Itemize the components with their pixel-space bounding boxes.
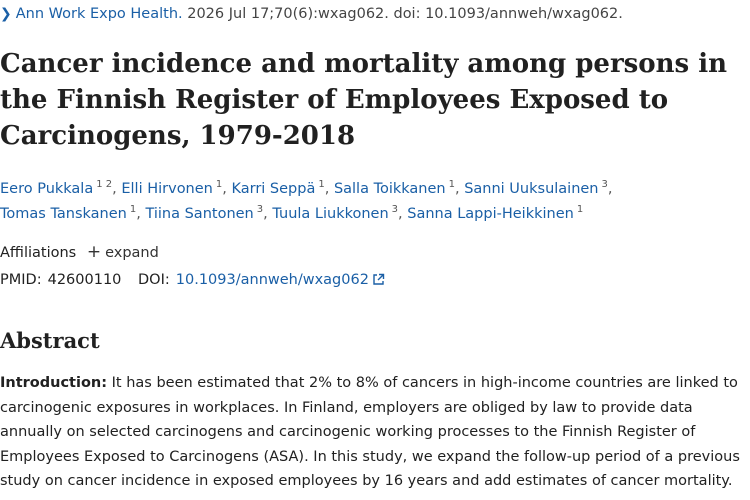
author-link[interactable]: Karri Seppä 1, (231, 179, 330, 198)
affiliation-number[interactable]: 1 2 (96, 179, 113, 190)
author-name: Eero Pukkala (0, 181, 94, 197)
author-name: Tomas Tanskanen (0, 206, 127, 222)
doi-label: DOI: (138, 272, 170, 288)
affiliations-expand-button[interactable]: + expand (86, 242, 159, 262)
author-link[interactable]: Tiina Santonen 3, (145, 204, 268, 223)
pmid-value: 42600110 (47, 272, 122, 288)
affiliation-number[interactable]: 1 (448, 179, 455, 190)
author-name: Sanni Uuksulainen (464, 181, 599, 197)
affiliations-row: Affiliations + expand (0, 241, 159, 264)
citation-details: 2026 Jul 17;70(6):wxag062. doi: 10.1093/… (182, 6, 623, 22)
citation-line: ❯ Ann Work Expo Health. 2026 Jul 17;70(6)… (0, 4, 623, 24)
abstract-heading: Abstract (0, 328, 100, 353)
affiliation-number[interactable]: 3 (256, 204, 264, 215)
affiliation-number[interactable]: 3 (391, 204, 399, 215)
author-name: Salla Toikkanen (333, 181, 446, 197)
author-link[interactable]: Eero Pukkala 1 2, (0, 179, 117, 198)
author-link[interactable]: Elli Hirvonen 1, (121, 179, 227, 198)
doi-value: 10.1093/annweh/wxag062 (175, 272, 369, 288)
author-name: Sanna Lappi-Heikkinen (407, 206, 574, 222)
author-list: Eero Pukkala 1 2, Elli Hirvonen 1, Karri S… (0, 177, 750, 227)
author-link[interactable]: Tuula Liukkonen 3, (272, 204, 403, 223)
intro-text: It has been estimated that 2% to 8% of c… (0, 375, 740, 489)
author-name: Tuula Liukkonen (272, 206, 389, 222)
chevron-right-icon[interactable]: ❯ (0, 6, 12, 22)
affiliation-number[interactable]: 1 (318, 179, 325, 190)
journal-link[interactable]: Ann Work Expo Health. (15, 6, 183, 22)
affiliation-number[interactable]: 3 (601, 179, 608, 190)
author-name: Elli Hirvonen (121, 181, 213, 197)
external-link-icon (373, 273, 385, 285)
identifiers-row: PMID: 42600110 DOI: 10.1093/annweh/wxag062 (0, 269, 385, 291)
author-link[interactable]: Salla Toikkanen 1, (333, 179, 460, 198)
pmid-label: PMID: (0, 272, 42, 288)
author-name: Karri Seppä (231, 181, 316, 197)
abstract-introduction: Introduction: It has been estimated that… (0, 371, 748, 494)
affiliation-number[interactable]: 1 (215, 179, 223, 190)
author-link[interactable]: Sanni Uuksulainen 3, (464, 179, 613, 198)
plus-icon: + (86, 242, 102, 262)
author-link[interactable]: Sanna Lappi-Heikkinen 1 (407, 204, 584, 223)
affiliations-label: Affiliations (0, 245, 77, 261)
affiliation-number[interactable]: 1 (576, 204, 584, 215)
doi-link[interactable]: 10.1093/annweh/wxag062 (176, 272, 385, 288)
expand-label: expand (105, 245, 159, 261)
author-link[interactable]: Tomas Tanskanen 1, (0, 204, 141, 223)
article-title: Cancer incidence and mortality among per… (0, 49, 728, 151)
author-name: Tiina Santonen (145, 206, 254, 222)
affiliation-number[interactable]: 1 (129, 204, 137, 215)
intro-label: Introduction: (0, 375, 108, 391)
